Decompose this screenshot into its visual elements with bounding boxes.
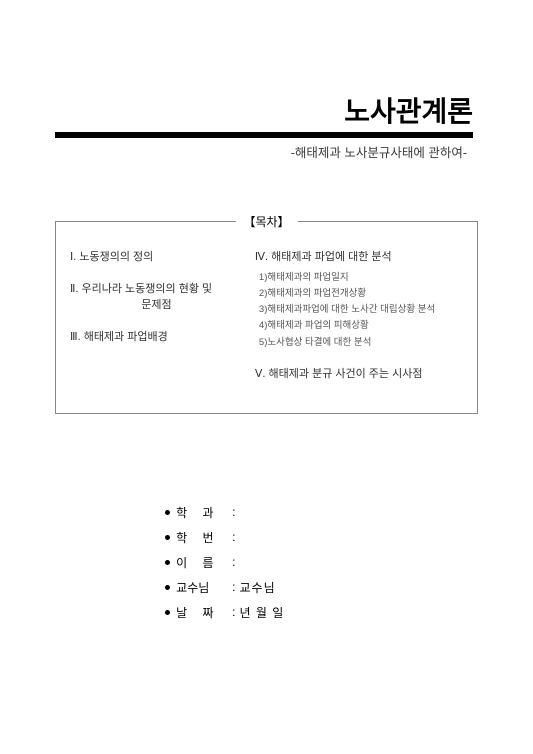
info-block: 학 과 : 학 번 : 이 름 : 교수님 : 교수님 날 짜 : 년 월 [165,504,398,629]
info-label: 학 과 [176,504,228,521]
info-label: 날 짜 [176,604,228,621]
info-separator: : [232,505,235,519]
toc-sub-item: 4)해태제과 파업의 피해상황 [259,318,463,334]
toc-sub-item: 3)해태제과파업에 대한 노사간 대립상황 분석 [259,302,463,318]
subtitle: -해태제과 노사분규사태에 관하여- [55,142,473,161]
toc-columns: Ⅰ. 노동쟁의의 정의 Ⅱ. 우리나라 노동쟁의의 현황 및 문제점 Ⅲ. 해태… [70,250,463,383]
info-row-professor: 교수님 : 교수님 [165,579,398,596]
toc-right-column: Ⅳ. 해태제과 파업에 대한 분석 1)해태제과의 파업일지 2)해태제과의 파… [255,250,463,383]
info-separator: : [232,530,235,544]
bullet-icon [165,610,170,615]
toc-item: Ⅴ. 해태제과 분규 사건이 주는 시사점 [255,367,463,383]
bullet-icon [165,585,170,590]
toc-sub-item: 1)해태제과의 파업일지 [259,270,463,286]
info-row-name: 이 름 : [165,554,398,571]
info-value: 년 월 일 [240,604,285,621]
toc-item: Ⅰ. 노동쟁의의 정의 [70,250,243,266]
toc-item: Ⅲ. 해태제과 파업배경 [70,330,243,346]
bullet-icon [165,535,170,540]
info-label: 학 번 [176,529,228,546]
info-row-department: 학 과 : [165,504,398,521]
toc-sub-item: 5)노사협상 타결에 대한 분석 [259,335,463,351]
toc-item: Ⅳ. 해태제과 파업에 대한 분석 [255,250,463,266]
info-separator: : [232,605,235,619]
toc-heading: 【목차】 [235,213,297,230]
bullet-icon [165,510,170,515]
document-page: 노사관계론 -해태제과 노사분규사태에 관하여- 【목차】 Ⅰ. 노동쟁의의 정… [0,0,533,754]
toc-item: Ⅱ. 우리나라 노동쟁의의 현황 및 문제점 [70,282,243,314]
info-value: 교수님 [240,579,276,596]
info-row-student-id: 학 번 : [165,529,398,546]
title-rule [55,132,473,138]
toc-sub-list: 1)해태제과의 파업일지 2)해태제과의 파업전개상황 3)해태제과파업에 대한… [255,270,463,351]
bullet-icon [165,560,170,565]
info-separator: : [232,580,235,594]
title-block: 노사관계론 -해태제과 노사분규사태에 관하여- [55,90,478,161]
toc-item-line2: 문제점 [70,298,243,314]
toc-box: 【목차】 Ⅰ. 노동쟁의의 정의 Ⅱ. 우리나라 노동쟁의의 현황 및 문제점 … [55,221,478,414]
toc-sub-item: 2)해태제과의 파업전개상황 [259,286,463,302]
info-label: 이 름 [176,554,228,571]
info-row-date: 날 짜 : 년 월 일 [165,604,398,621]
info-separator: : [232,555,235,569]
toc-left-column: Ⅰ. 노동쟁의의 정의 Ⅱ. 우리나라 노동쟁의의 현황 및 문제점 Ⅲ. 해태… [70,250,243,383]
main-title: 노사관계론 [55,90,473,130]
toc-item-line1: Ⅱ. 우리나라 노동쟁의의 현황 및 [70,283,212,295]
info-label: 교수님 [176,579,228,596]
